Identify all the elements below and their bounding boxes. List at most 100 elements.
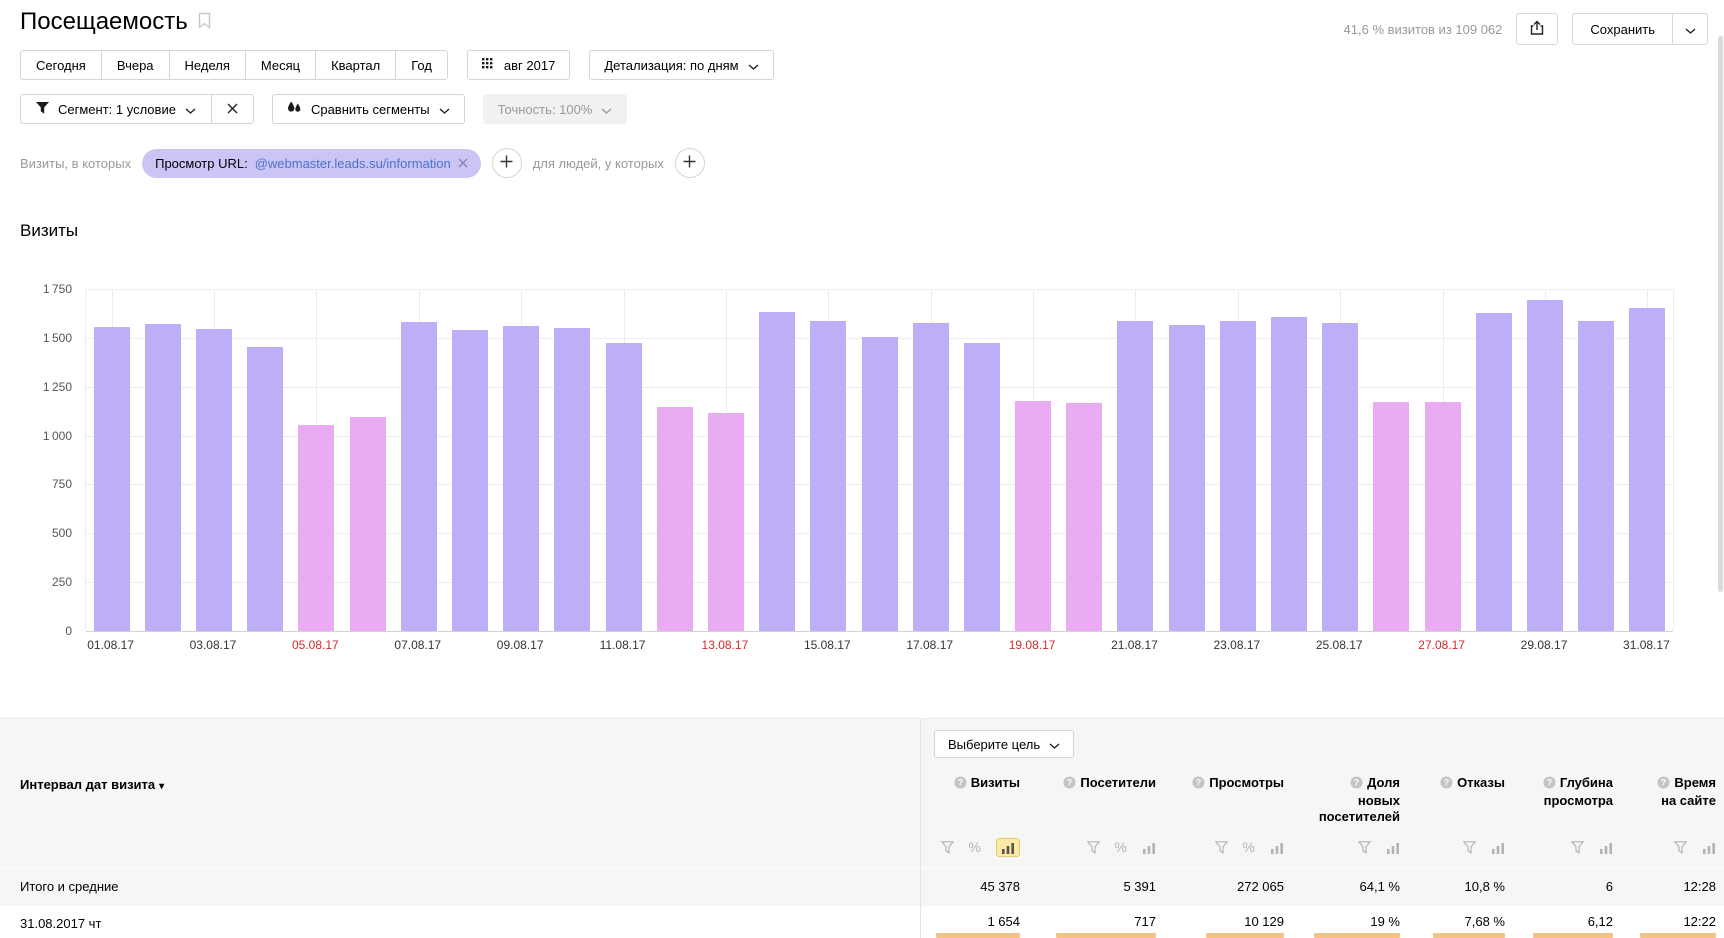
period-button-2[interactable]: Вчера	[102, 51, 170, 79]
chart-bar-03.08.17[interactable]	[195, 329, 232, 631]
chart-bar-05.08.17[interactable]	[298, 424, 335, 631]
add-people-condition-button[interactable]	[674, 148, 705, 178]
column-header-1[interactable]: ? Визиты	[920, 775, 1020, 825]
help-icon[interactable]: ?	[1063, 776, 1076, 793]
sort-desc-icon: ▾	[159, 781, 165, 792]
scrollbar[interactable]	[1718, 36, 1723, 592]
compare-segments-label: Сравнить сегменты	[310, 101, 430, 117]
calendar-range-button[interactable]: авг 2017	[466, 50, 571, 80]
chart-bar-12.08.17[interactable]	[656, 407, 693, 631]
chart-bar-21.08.17[interactable]	[1117, 321, 1154, 631]
chart-bar-04.08.17[interactable]	[247, 346, 284, 631]
segment-button[interactable]: Сегмент: 1 условие	[21, 95, 212, 123]
bars-icon[interactable]	[1270, 841, 1284, 854]
filter-icon[interactable]	[1086, 840, 1100, 854]
column-header-2[interactable]: ? Посетители	[1020, 775, 1156, 825]
percent-icon[interactable]: %	[968, 839, 981, 855]
column-tools-3: %	[1156, 836, 1284, 858]
filter-icon[interactable]	[1358, 840, 1371, 854]
export-icon	[1529, 20, 1545, 39]
chart-bar-01.08.17[interactable]	[93, 326, 130, 631]
select-goal-button[interactable]: Выберите цель	[934, 730, 1075, 758]
y-axis-label: 1 000	[42, 428, 72, 443]
chart-bar-23.08.17[interactable]	[1219, 321, 1256, 631]
row-cell: 19 %	[1284, 914, 1400, 938]
segment-clear-button[interactable]	[212, 95, 253, 123]
chart-bar-14.08.17[interactable]	[759, 312, 796, 631]
chart-bar-07.08.17[interactable]	[400, 322, 437, 631]
chart-bar-29.08.17[interactable]	[1527, 300, 1564, 631]
column-header-5[interactable]: ? Отказы	[1400, 775, 1505, 825]
chip-remove-icon[interactable]	[458, 158, 468, 168]
chart-bar-25.08.17[interactable]	[1322, 323, 1359, 631]
export-button[interactable]	[1516, 13, 1559, 45]
chart-bar-19.08.17[interactable]	[1015, 400, 1052, 631]
chart-bar-06.08.17[interactable]	[349, 416, 386, 631]
chart-bar-20.08.17[interactable]	[1066, 402, 1103, 631]
bars-icon[interactable]	[1386, 841, 1400, 854]
detail-level-button[interactable]: Детализация: по дням	[589, 50, 774, 80]
compare-segments-button[interactable]: Сравнить сегменты	[271, 94, 465, 124]
filter-icon[interactable]	[1214, 840, 1228, 854]
bars-icon[interactable]	[1599, 841, 1613, 854]
filter-icon[interactable]	[1571, 840, 1584, 854]
totals-cell: 6	[1605, 879, 1613, 894]
chart-bar-10.08.17[interactable]	[554, 327, 591, 631]
table-row-date[interactable]: 31.08.2017 чт	[20, 916, 102, 931]
filter-icon[interactable]	[1674, 840, 1687, 854]
period-button-5[interactable]: Квартал	[316, 51, 397, 79]
save-dropdown-button[interactable]	[1672, 14, 1707, 44]
chart-bar-22.08.17[interactable]	[1168, 325, 1205, 631]
help-icon[interactable]: ?	[954, 776, 967, 793]
column-header-3[interactable]: ? Просмотры	[1156, 775, 1284, 825]
chart-bar-31.08.17[interactable]	[1629, 307, 1666, 631]
header-actions: 41,6 % визитов из 109 062 Сохранить	[1344, 13, 1708, 45]
bars-icon[interactable]	[1142, 841, 1156, 854]
chart-bar-24.08.17[interactable]	[1271, 316, 1308, 631]
bars-icon[interactable]	[1702, 841, 1716, 854]
help-icon[interactable]: ?	[1350, 776, 1363, 793]
date-interval-header[interactable]: Интервал дат визита ▾	[20, 777, 164, 792]
chart-bar-02.08.17[interactable]	[144, 324, 181, 631]
chart-bar-17.08.17[interactable]	[912, 322, 949, 631]
percent-icon[interactable]: %	[1114, 839, 1127, 855]
period-button-6[interactable]: Год	[411, 57, 432, 73]
bookmark-icon[interactable]	[198, 12, 211, 32]
chart-bar-18.08.17[interactable]	[963, 342, 1000, 631]
chart-bar-30.08.17[interactable]	[1578, 321, 1615, 631]
percent-icon[interactable]: %	[1242, 839, 1255, 855]
period-button-1[interactable]: Сегодня	[21, 51, 102, 79]
add-visit-condition-button[interactable]	[491, 148, 522, 178]
chart-bar-26.08.17[interactable]	[1373, 401, 1410, 631]
accuracy-button[interactable]: Точность: 100%	[482, 94, 628, 124]
svg-text:?: ?	[1067, 778, 1073, 788]
droplets-icon	[287, 101, 302, 117]
chart-bar-15.08.17[interactable]	[810, 321, 847, 631]
chart-bar-28.08.17[interactable]	[1475, 313, 1512, 631]
period-button-3[interactable]: Неделя	[170, 51, 246, 79]
chart-bar-08.08.17[interactable]	[451, 330, 488, 631]
url-filter-chip[interactable]: Просмотр URL: @webmaster.leads.su/inform…	[142, 148, 481, 178]
help-icon[interactable]: ?	[1192, 776, 1205, 793]
horizontal-gridline	[86, 289, 1673, 290]
chart-bar-11.08.17[interactable]	[605, 342, 642, 631]
row-cell: 12:22	[1613, 914, 1716, 938]
filter-icon[interactable]	[1463, 840, 1476, 854]
help-icon[interactable]: ?	[1440, 776, 1453, 793]
bars-icon[interactable]	[996, 837, 1020, 857]
column-header-7[interactable]: ? Время на сайте	[1613, 775, 1716, 825]
help-icon[interactable]: ?	[1543, 776, 1556, 793]
column-header-4[interactable]: ? Доля новых посетителей	[1318, 775, 1400, 824]
chart-bar-16.08.17[interactable]	[861, 337, 898, 631]
save-button[interactable]: Сохранить	[1590, 21, 1655, 37]
period-button-4[interactable]: Месяц	[246, 51, 317, 79]
chart-bar-27.08.17[interactable]	[1424, 401, 1461, 631]
chevron-down-icon	[748, 58, 759, 73]
chart-bar-09.08.17[interactable]	[503, 325, 540, 631]
column-header-6[interactable]: ? Глубина просмотра	[1543, 775, 1613, 808]
totals-cell: 272 065	[1237, 879, 1284, 894]
bars-icon[interactable]	[1491, 841, 1505, 854]
filter-icon[interactable]	[940, 840, 954, 854]
help-icon[interactable]: ?	[1657, 776, 1670, 793]
chart-bar-13.08.17[interactable]	[707, 413, 744, 631]
